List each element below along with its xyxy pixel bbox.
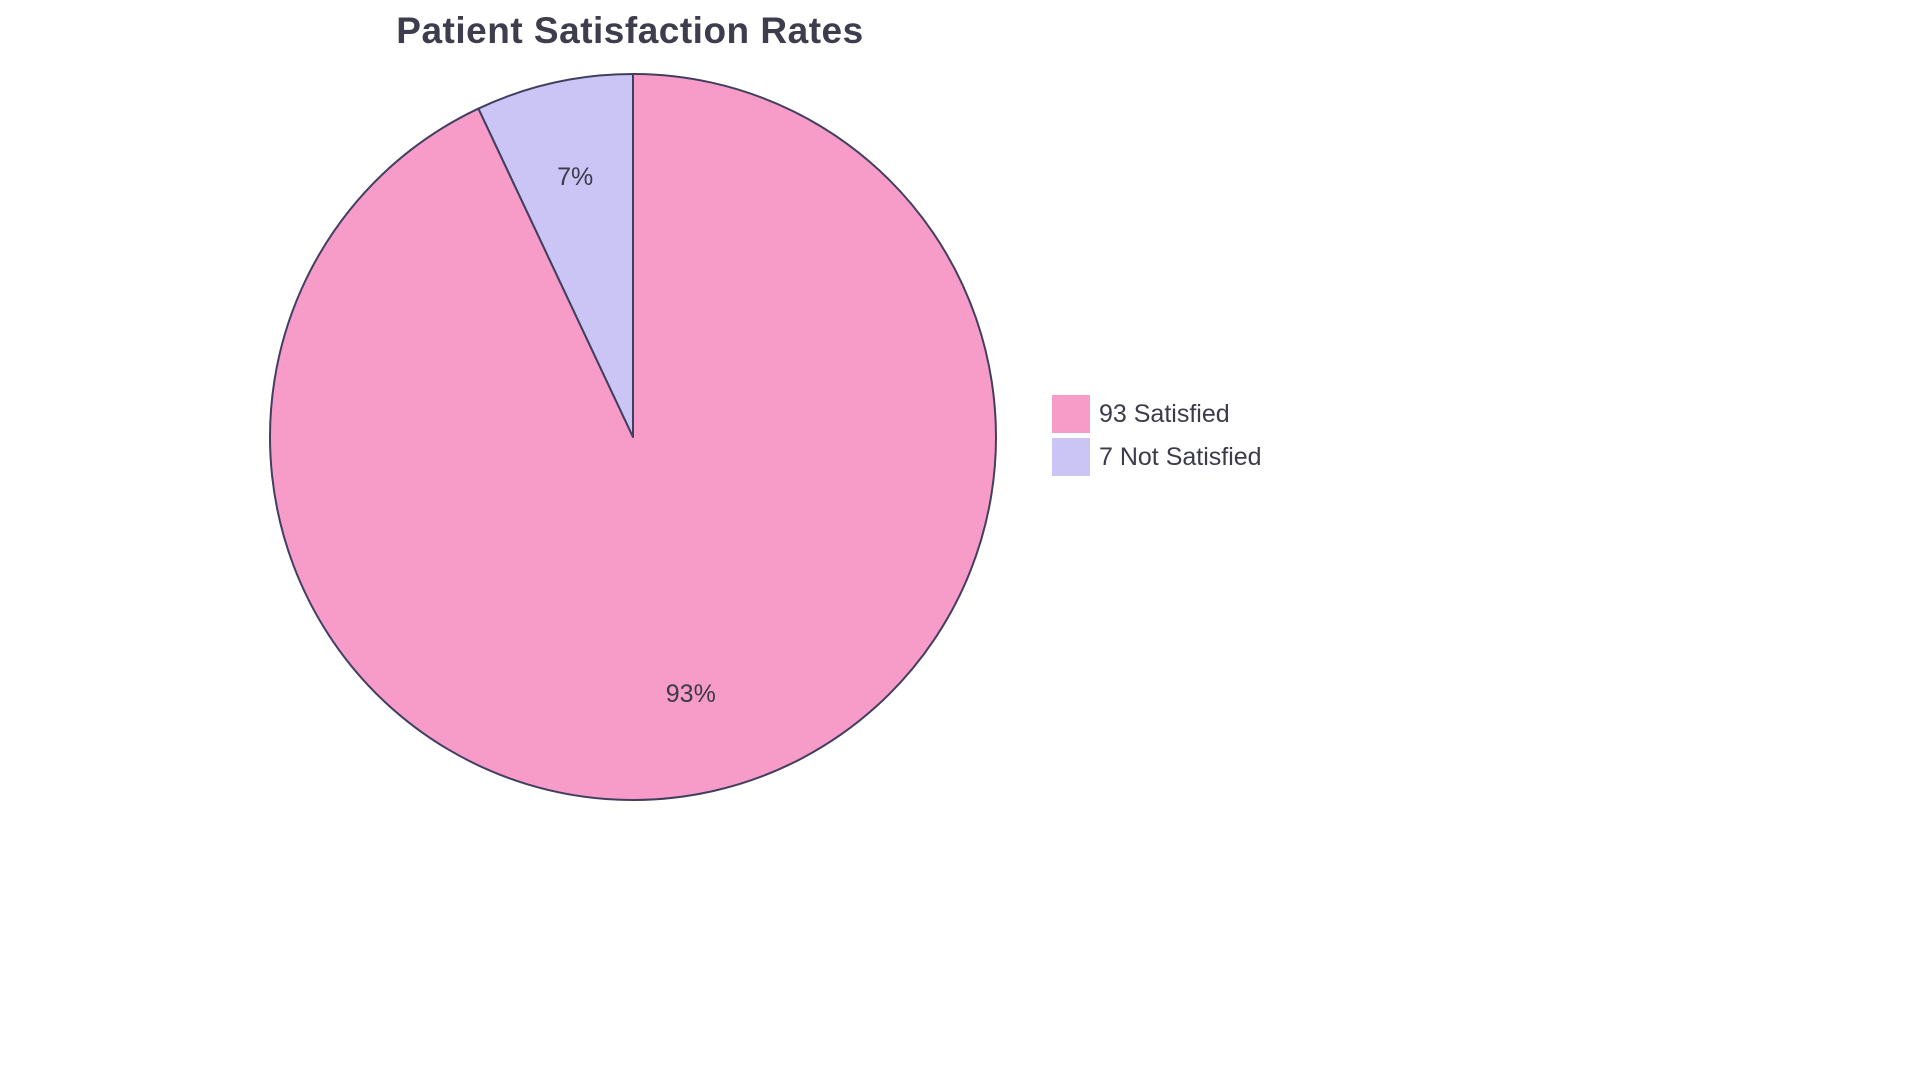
legend: 93 Satisfied 7 Not Satisfied: [1052, 395, 1262, 476]
legend-label: 7 Not Satisfied: [1099, 442, 1262, 471]
chart-title: Patient Satisfaction Rates: [396, 10, 864, 51]
slice-percent-label: 93%: [666, 680, 716, 708]
legend-item-1[interactable]: 7 Not Satisfied: [1052, 438, 1262, 476]
pie-slice-1: [477, 73, 634, 438]
slice-percent-label: 7%: [557, 163, 593, 191]
legend-item-0[interactable]: 93 Satisfied: [1052, 395, 1262, 433]
legend-swatch: [1052, 438, 1090, 476]
legend-label: 93 Satisfied: [1099, 399, 1230, 428]
legend-swatch: [1052, 395, 1090, 433]
